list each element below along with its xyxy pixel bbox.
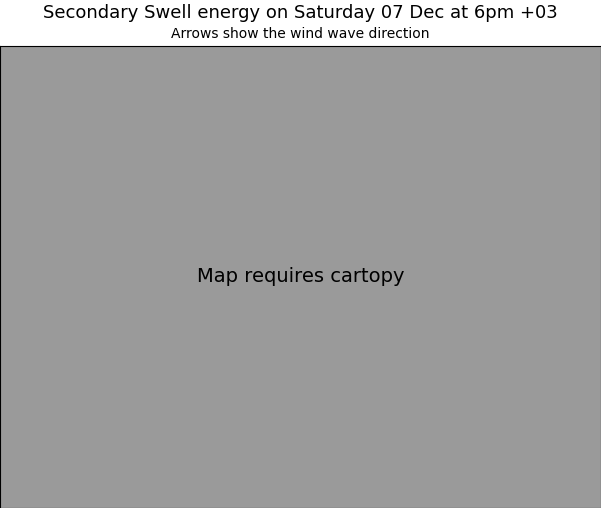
Text: Secondary Swell energy on Saturday 07 Dec at 6pm +03: Secondary Swell energy on Saturday 07 De… bbox=[43, 4, 558, 22]
Text: Arrows show the wind wave direction: Arrows show the wind wave direction bbox=[171, 27, 430, 41]
Text: Map requires cartopy: Map requires cartopy bbox=[197, 267, 404, 287]
